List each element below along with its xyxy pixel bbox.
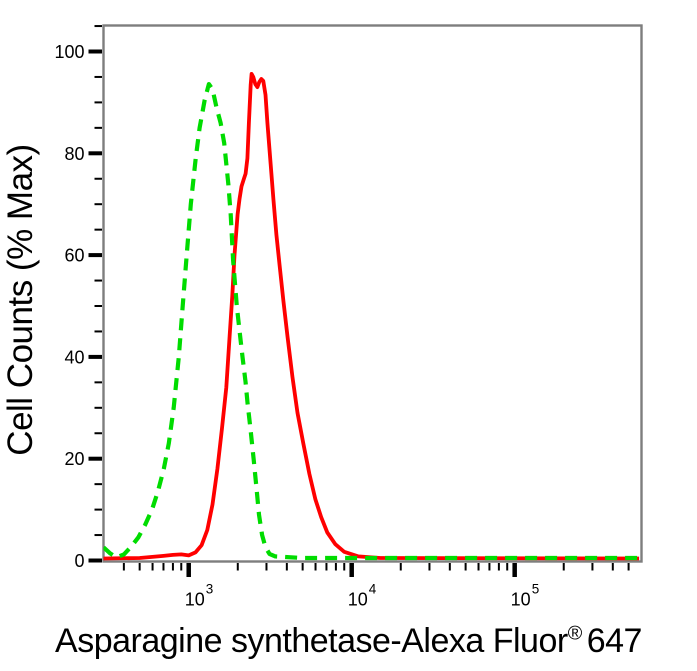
y-tick-label: 20 [64,449,84,469]
x-axis-title-suffix: 647 [586,622,643,660]
asparagine-synthetase-stained-curve [103,72,640,561]
x-tick-label: 103 [185,582,214,610]
x-tick-label: 104 [348,582,377,610]
x-axis-title-main: Asparagine synthetase-Alexa Fluor [55,622,568,660]
y-tick-label: 40 [64,347,84,367]
registered-trademark-icon: ® [567,622,583,645]
x-axis-title: Asparagine synthetase-Alexa Fluor® 647 [0,622,697,661]
y-tick-label: 100 [54,42,84,62]
y-tick-label: 80 [64,144,84,164]
y-tick-label: 60 [64,246,84,266]
x-tick-label: 105 [511,582,540,610]
plot-border [102,24,643,563]
isotype-control-curve [103,82,640,561]
y-tick-label: 0 [74,551,84,571]
